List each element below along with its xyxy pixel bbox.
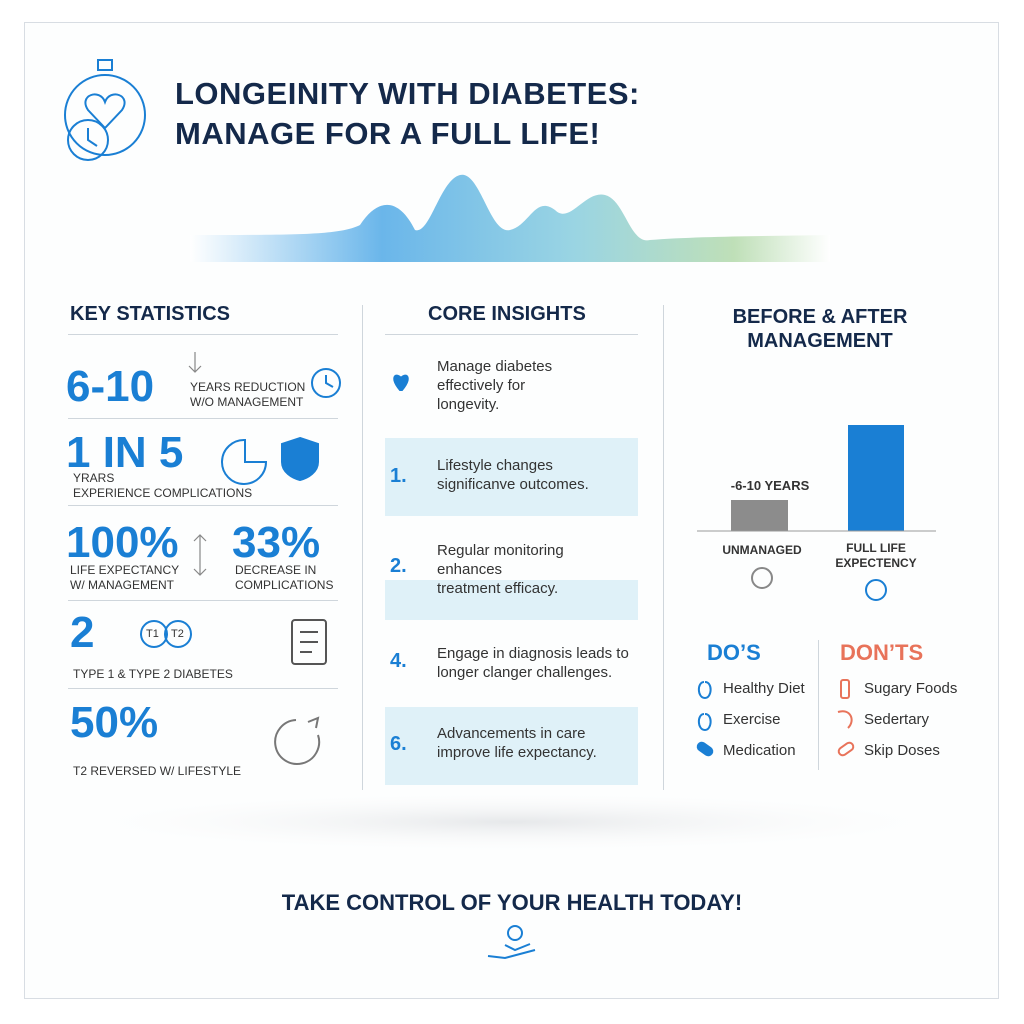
bar-note: -6-10 YEARS [730, 478, 810, 493]
stat-label: YRARS [73, 471, 115, 485]
heading: CORE INSIGHTS [428, 303, 586, 325]
stat-label: EXPERIENCE COMPLICATIONS [73, 486, 253, 500]
insight-box [385, 438, 638, 516]
insight-text: Engage in diagnosis leads to [437, 645, 629, 662]
stat-label: YEARS REDUCTION [190, 380, 306, 394]
bar-label: UNMANAGED [722, 543, 802, 557]
insight-text: effectively for [437, 377, 526, 394]
bar-label: FULL LIFE [846, 541, 906, 555]
stat-label: DECREASE IN [235, 563, 317, 577]
divider [663, 305, 664, 790]
insight-text: treatment efficacy. [437, 580, 559, 597]
dos-heading: DO’S [707, 640, 761, 665]
insight-text: longevity. [437, 396, 500, 413]
insight-number: 2. [390, 555, 407, 577]
divider [68, 418, 338, 419]
insight-text: enhances [437, 561, 503, 578]
badge: T1 [146, 628, 159, 640]
stat-label: LIFE EXPECTANCY [70, 563, 180, 577]
divider [68, 688, 338, 689]
dont-item: Sedertary [864, 711, 930, 728]
stat-value: 100% [66, 518, 179, 567]
insight-text: longer clanger challenges. [437, 664, 613, 681]
stat-value: 50% [70, 698, 159, 747]
insight-text: Regular monitoring [437, 542, 564, 559]
insight-text: Advancements in care [437, 725, 586, 742]
stat-value: 2 [70, 608, 95, 657]
insight-box [385, 580, 638, 620]
divider [68, 600, 338, 601]
stat-label: T2 REVERSED W/ LIFESTYLE [73, 764, 242, 778]
insight-text: Manage diabetes [437, 358, 553, 375]
insight-number: 4. [390, 650, 407, 672]
insight-number: 6. [390, 733, 407, 755]
divider [385, 334, 638, 335]
heading: KEY STATISTICS [70, 303, 231, 325]
title: MANAGE FOR A FULL LIFE! [175, 116, 601, 151]
do-item: Exercise [723, 711, 781, 728]
do-item: Healthy Diet [723, 680, 805, 697]
title: LONGEINITY WITH DIABETES: [175, 76, 640, 111]
stat-label: W/O MANAGEMENT [190, 395, 304, 409]
insight-box [385, 707, 638, 785]
heading: MANAGEMENT [747, 330, 893, 352]
stat-value: 33% [232, 518, 321, 567]
do-item: Medication [723, 742, 796, 759]
divider [68, 505, 338, 506]
bar-label: EXPECTENCY [835, 556, 917, 570]
stat-value: 1 IN 5 [66, 428, 184, 477]
heading: BEFORE & AFTER [732, 306, 908, 328]
divider [68, 334, 338, 335]
stat-value: 6-10 [66, 362, 155, 411]
stat-label: COMPLICATIONS [235, 578, 334, 592]
divider [818, 640, 819, 770]
donts-heading: DON’TS [840, 640, 924, 665]
call-to-action: TAKE CONTROL OF YOUR HEALTH TODAY! [281, 890, 743, 915]
stat-label: TYPE 1 & TYPE 2 DIABETES [73, 667, 233, 681]
insight-number: 1. [390, 465, 407, 487]
badge: T2 [171, 628, 184, 640]
insight-text: Lifestyle changes [437, 457, 553, 474]
divider [362, 305, 363, 790]
stat-label: W/ MANAGEMENT [70, 578, 174, 592]
insight-text: improve life expectancy. [437, 744, 597, 761]
dont-item: Skip Doses [864, 742, 940, 759]
dont-item: Sugary Foods [864, 680, 958, 697]
insight-text: significanve outcomes. [437, 476, 589, 493]
